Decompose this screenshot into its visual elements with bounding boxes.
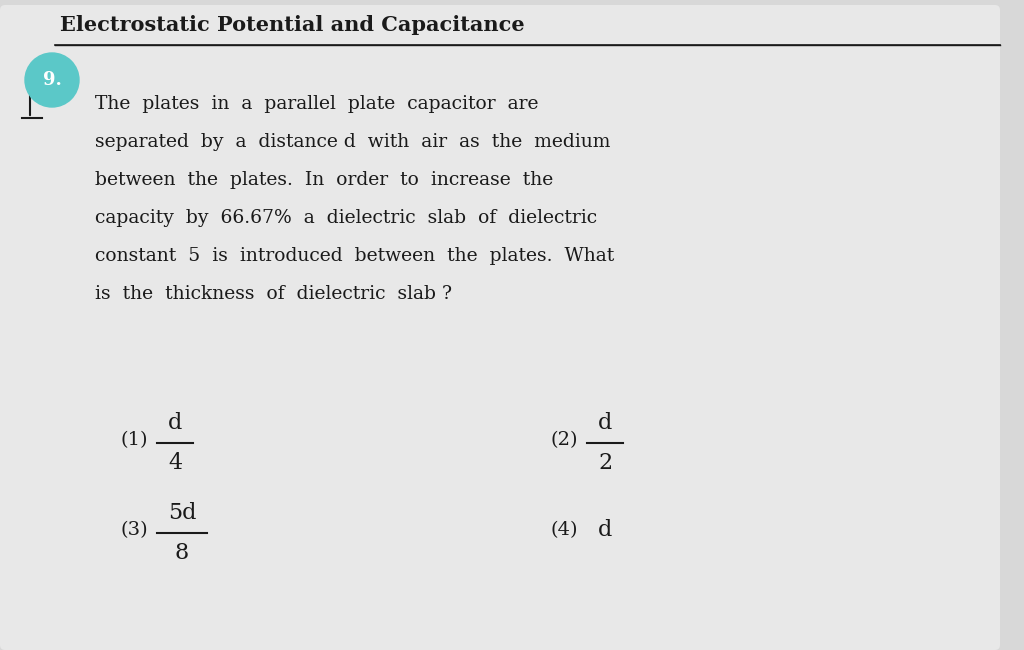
Text: is  the  thickness  of  dielectric  slab ?: is the thickness of dielectric slab ? [95, 285, 452, 303]
Text: 5d: 5d [168, 502, 197, 524]
Text: d: d [598, 412, 612, 434]
Text: (4): (4) [550, 521, 578, 539]
Text: 4: 4 [168, 452, 182, 474]
Text: (3): (3) [120, 521, 147, 539]
Text: d: d [598, 519, 612, 541]
Text: Electrostatic Potential and Capacitance: Electrostatic Potential and Capacitance [60, 15, 524, 35]
Text: The  plates  in  a  parallel  plate  capacitor  are: The plates in a parallel plate capacitor… [95, 95, 539, 113]
Text: d: d [168, 412, 182, 434]
Text: separated  by  a  distance d  with  air  as  the  medium: separated by a distance d with air as th… [95, 133, 610, 151]
Text: capacity  by  66.67%  a  dielectric  slab  of  dielectric: capacity by 66.67% a dielectric slab of … [95, 209, 597, 227]
FancyBboxPatch shape [0, 5, 1000, 650]
Text: 8: 8 [175, 542, 189, 564]
Circle shape [25, 53, 79, 107]
Text: between  the  plates.  In  order  to  increase  the: between the plates. In order to increase… [95, 171, 553, 189]
Text: (2): (2) [550, 431, 578, 449]
Text: 2: 2 [598, 452, 612, 474]
Text: constant  5  is  introduced  between  the  plates.  What: constant 5 is introduced between the pla… [95, 247, 614, 265]
Text: 9.: 9. [43, 71, 61, 89]
Text: (1): (1) [120, 431, 147, 449]
